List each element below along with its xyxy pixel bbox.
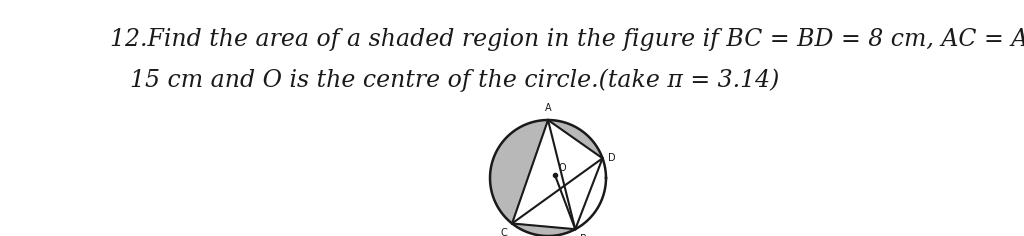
Text: 12.Find the area of a shaded region in the figure if BC = BD = 8 cm, AC = AD =: 12.Find the area of a shaded region in t… <box>110 28 1024 51</box>
Text: A: A <box>545 103 551 113</box>
Text: D: D <box>608 153 616 163</box>
Polygon shape <box>512 223 575 236</box>
Text: O: O <box>558 163 566 173</box>
Polygon shape <box>548 120 602 158</box>
Text: B: B <box>580 234 587 236</box>
Polygon shape <box>490 120 548 223</box>
Text: C: C <box>501 228 508 236</box>
Text: 15 cm and O is the centre of the circle.(take π = 3.14): 15 cm and O is the centre of the circle.… <box>130 68 779 92</box>
